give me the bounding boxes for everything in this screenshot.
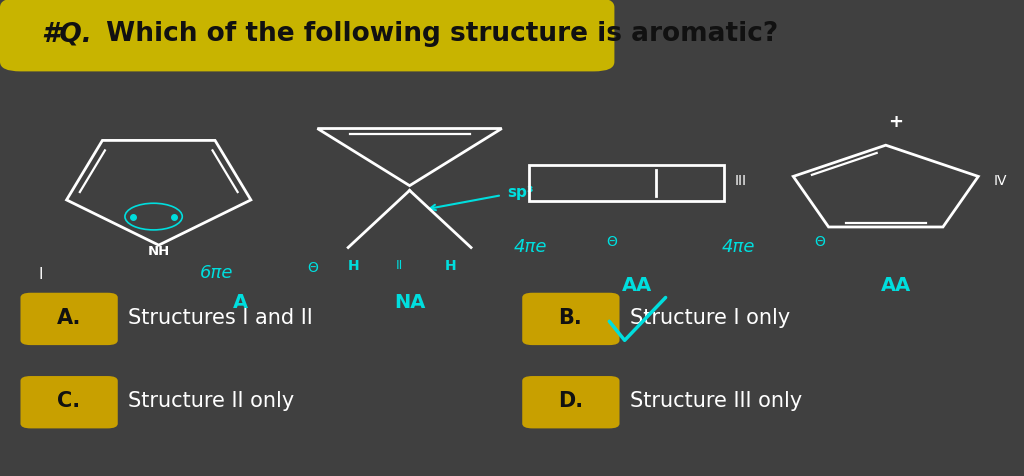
Text: H: H xyxy=(347,259,359,273)
Text: I: I xyxy=(39,267,43,282)
FancyBboxPatch shape xyxy=(20,293,118,345)
FancyBboxPatch shape xyxy=(0,0,614,71)
Text: H: H xyxy=(444,259,457,273)
Text: AA: AA xyxy=(881,276,911,295)
FancyBboxPatch shape xyxy=(522,376,620,428)
FancyBboxPatch shape xyxy=(20,376,118,428)
Text: AA: AA xyxy=(622,276,652,295)
Text: Structure III only: Structure III only xyxy=(630,391,802,411)
Text: B.: B. xyxy=(558,308,583,328)
Text: 4πe: 4πe xyxy=(514,238,548,256)
Text: II: II xyxy=(395,259,403,272)
Text: D.: D. xyxy=(558,391,583,411)
Text: A.: A. xyxy=(56,308,81,328)
Text: Structures I and II: Structures I and II xyxy=(128,308,312,328)
Text: sp³: sp³ xyxy=(507,185,534,200)
Text: Θ: Θ xyxy=(307,261,318,275)
Text: NH: NH xyxy=(147,245,170,258)
Text: A: A xyxy=(233,293,248,312)
Text: +: + xyxy=(889,113,903,131)
Text: Θ: Θ xyxy=(606,235,617,248)
Text: 6πe: 6πe xyxy=(200,264,233,282)
Text: 4πe: 4πe xyxy=(722,238,756,256)
Text: Structure II only: Structure II only xyxy=(128,391,294,411)
Text: C.: C. xyxy=(57,391,80,411)
Text: III: III xyxy=(734,174,746,188)
Text: NA: NA xyxy=(394,293,425,312)
Text: Which of the following structure is aromatic?: Which of the following structure is arom… xyxy=(97,21,778,47)
FancyBboxPatch shape xyxy=(522,293,620,345)
Text: #Q.: #Q. xyxy=(41,21,92,47)
Text: Θ: Θ xyxy=(814,235,825,248)
Text: IV: IV xyxy=(993,174,1007,188)
Bar xyxy=(529,166,724,201)
Text: Structure I only: Structure I only xyxy=(630,308,790,328)
